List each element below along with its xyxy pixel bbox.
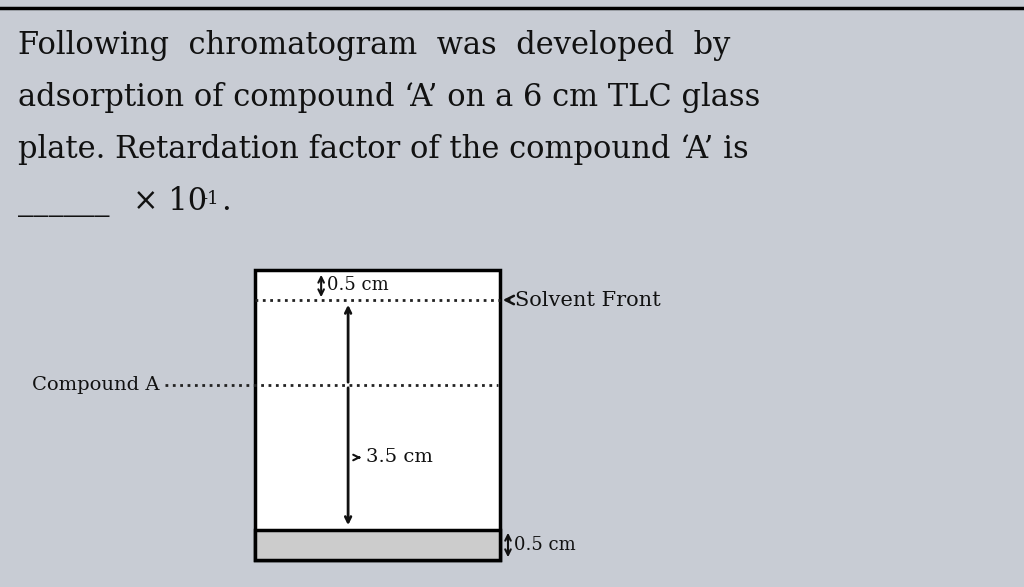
Bar [255, 530, 500, 560]
Text: adsorption of compound ‘A’ on a 6 cm TLC glass: adsorption of compound ‘A’ on a 6 cm TLC… [18, 82, 761, 113]
Text: plate. Retardation factor of the compound ‘A’ is: plate. Retardation factor of the compoun… [18, 134, 749, 165]
Text: Solvent Front: Solvent Front [506, 291, 660, 309]
Text: .: . [221, 186, 230, 217]
Text: -1: -1 [201, 190, 219, 208]
Text: 0.5 cm: 0.5 cm [514, 536, 575, 554]
Text: Following  chromatogram  was  developed  by: Following chromatogram was developed by [18, 30, 730, 61]
Text: × 10: × 10 [133, 186, 207, 217]
Text: Compound A: Compound A [33, 376, 160, 394]
Bar [255, 270, 500, 560]
Text: 0.5 cm: 0.5 cm [327, 276, 389, 294]
Text: ______: ______ [18, 186, 110, 217]
Text: 3.5 cm: 3.5 cm [367, 448, 433, 467]
